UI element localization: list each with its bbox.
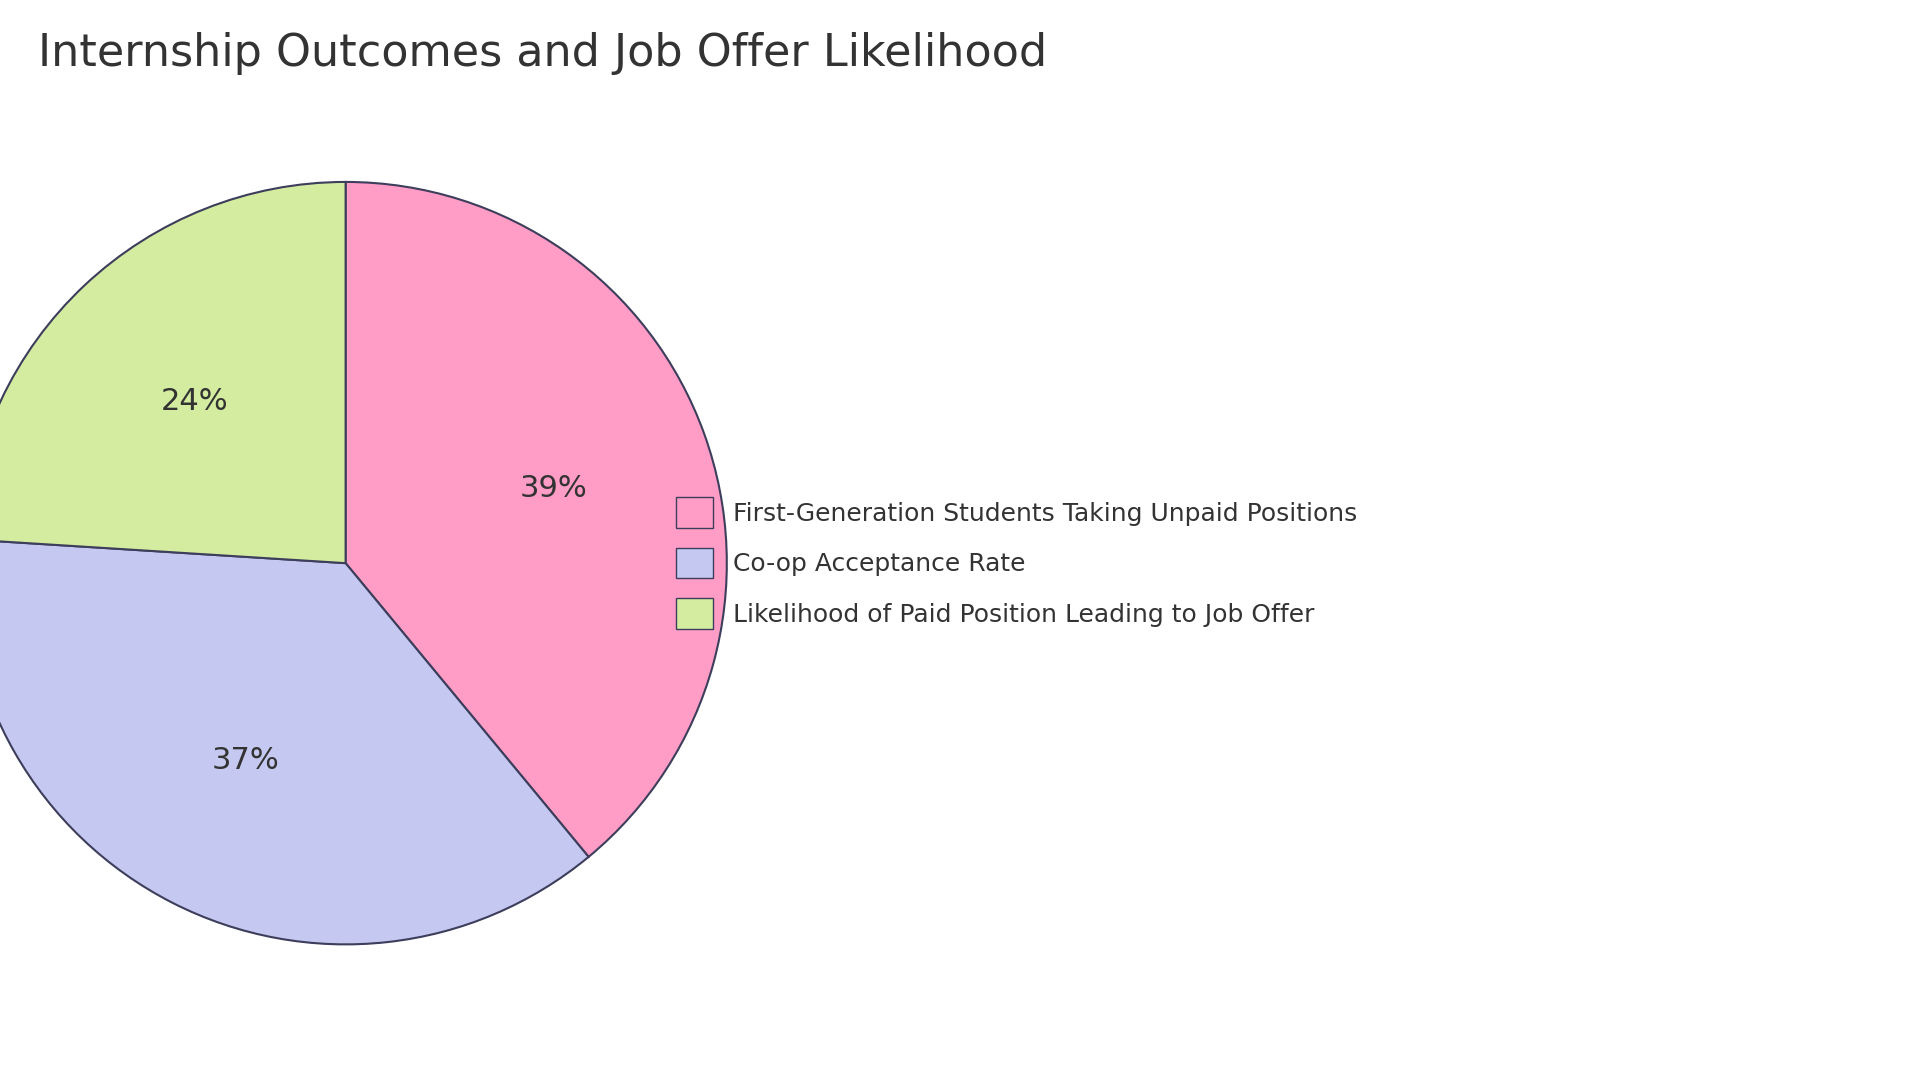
- Text: Internship Outcomes and Job Offer Likelihood: Internship Outcomes and Job Offer Likeli…: [38, 32, 1048, 76]
- Wedge shape: [0, 182, 346, 563]
- Text: 39%: 39%: [520, 473, 588, 503]
- Text: 24%: 24%: [161, 388, 228, 417]
- Wedge shape: [346, 182, 728, 857]
- Wedge shape: [0, 539, 589, 944]
- Text: 37%: 37%: [211, 746, 278, 774]
- Legend: First-Generation Students Taking Unpaid Positions, Co-op Acceptance Rate, Likeli: First-Generation Students Taking Unpaid …: [662, 485, 1369, 641]
